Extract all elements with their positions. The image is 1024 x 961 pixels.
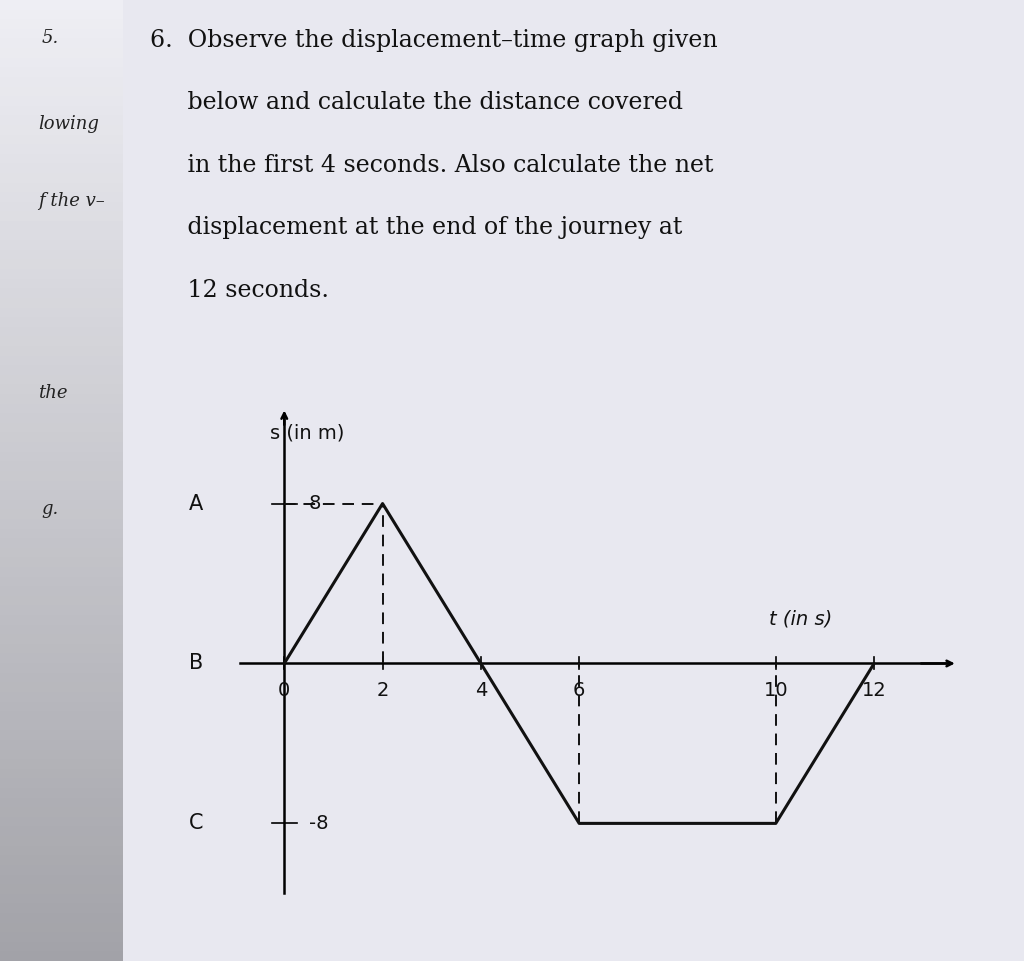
- Text: s (in m): s (in m): [269, 424, 344, 443]
- Text: 6: 6: [573, 681, 586, 701]
- Text: displacement at the end of the journey at: displacement at the end of the journey a…: [150, 216, 682, 239]
- Text: 6.  Observe the displacement–time graph given: 6. Observe the displacement–time graph g…: [150, 29, 718, 52]
- Text: 12: 12: [862, 681, 887, 701]
- Text: 10: 10: [764, 681, 788, 701]
- Text: in the first 4 seconds. Also calculate the net: in the first 4 seconds. Also calculate t…: [150, 154, 714, 177]
- Text: g.: g.: [42, 500, 59, 518]
- Text: lowing: lowing: [38, 115, 99, 134]
- Text: -8: -8: [309, 814, 329, 833]
- Text: f the v–: f the v–: [38, 192, 104, 210]
- Text: B: B: [188, 653, 203, 674]
- Text: 4: 4: [475, 681, 487, 701]
- Text: 2: 2: [377, 681, 389, 701]
- Text: 12 seconds.: 12 seconds.: [150, 279, 329, 302]
- Text: 0: 0: [279, 681, 291, 701]
- Text: C: C: [188, 813, 203, 833]
- Text: 5.: 5.: [42, 29, 59, 47]
- Text: 8: 8: [309, 494, 322, 513]
- Text: the: the: [38, 384, 68, 403]
- Text: below and calculate the distance covered: below and calculate the distance covered: [150, 91, 683, 114]
- Text: t (in s): t (in s): [769, 610, 831, 629]
- Text: A: A: [188, 494, 203, 513]
